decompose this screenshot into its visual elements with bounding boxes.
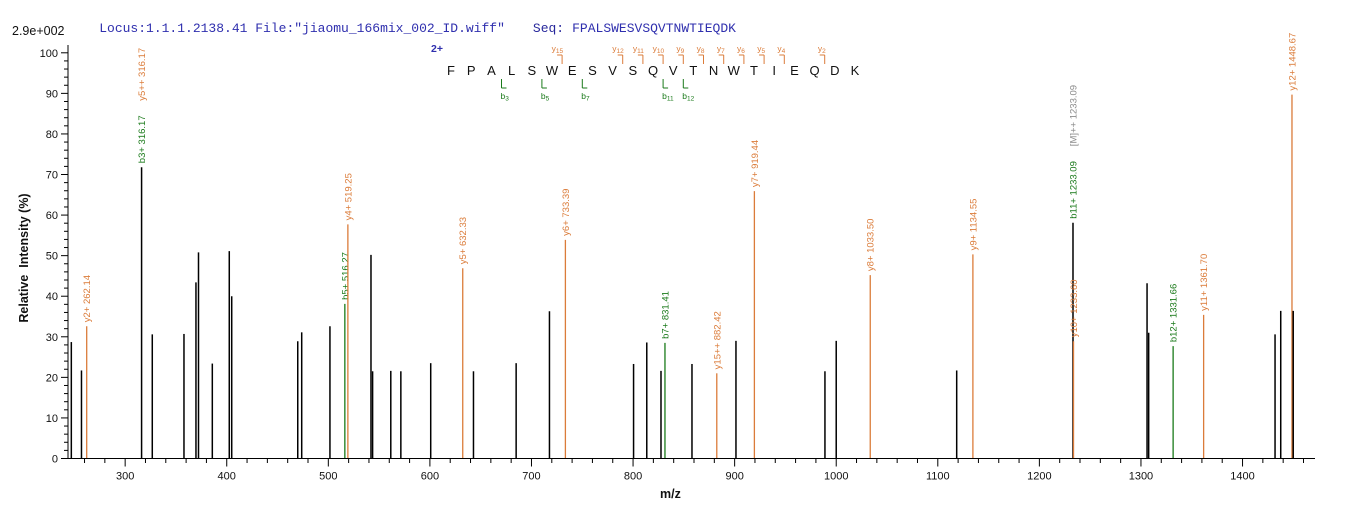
y-tick-label: 70 [46,170,58,182]
sequence-residue: V [608,63,617,78]
y-tick-label: 20 [46,372,58,384]
y-ion-flag-label: y5 [757,44,765,56]
max-intensity-label: 2.9e+002 [12,24,65,38]
b-ion-flag-label: b5 [541,91,550,103]
y-ion-flag-label: y9 [676,44,684,56]
y-ion-flag-label: y10 [653,44,665,56]
peak-label: y10+ 1233.60 [1069,279,1080,337]
peak-label: b7+ 831.41 [660,291,671,339]
sequence-residue: L [508,63,515,78]
peak-label: y12+ 1448.67 [1287,33,1298,91]
sequence-residue: W [546,63,559,78]
peak-label: y2+ 262.14 [82,275,93,322]
peak-label: y15++ 882.42 [712,311,723,369]
b-ion-flag-label: b3 [501,91,510,103]
y-tick-label: 40 [46,291,58,303]
x-tick-label: 800 [624,471,642,483]
peak-label: y5+ 632.33 [458,217,469,264]
y-ion-flag-label: y15 [552,44,564,56]
peak-label: y11+ 1361.70 [1199,254,1210,311]
y-tick-label: 0 [52,454,58,466]
y-ion-flag-label: y4 [777,44,785,56]
sequence-residue: T [689,63,697,78]
b-ion-flag-label: b7 [581,91,590,103]
peak-label: y7+ 919.44 [750,140,761,187]
peak-label: b12+ 1331.66 [1169,284,1180,342]
peak-label: y8+ 1033.50 [866,219,877,272]
y-tick-label: 80 [46,129,58,141]
sequence-residue: Q [648,63,658,78]
sequence-residue: T [750,63,758,78]
peak-label: b5+ 516.27 [340,252,351,300]
sequence-residue: E [568,63,577,78]
header-bar: Locus:1.1.1.2138.41 File:"jiaomu_166mix_… [68,6,736,51]
sequence-residue: Q [810,63,820,78]
peak-label: b3+ 316.17 [137,115,148,163]
y-ion-flag-label: y2 [818,44,826,56]
peak-label: b11+ 1233.09 [1068,161,1079,219]
sequence-residue: S [527,63,536,78]
seq-label: Seq: [532,21,565,36]
b-ion-flag-label: b11 [662,91,674,103]
x-tick-label: 1100 [926,471,950,483]
y-tick-label: 60 [46,210,58,222]
y-ion-flag-label: y7 [717,44,725,56]
sequence-residue: V [669,63,678,78]
sequence-residue: A [487,63,496,78]
sequence-residue: S [588,63,597,78]
x-tick-label: 600 [421,471,439,483]
peptide-sequence-text: FPALSWESVSQVTNWTIEQDK [572,21,736,36]
sequence-residue: N [709,63,718,78]
y-ion-flag-label: y6 [737,44,745,56]
precursor-charge-label: 2+ [431,43,443,55]
x-tick-label: 1200 [1027,471,1051,483]
y-tick-label: 10 [46,413,58,425]
x-axis-title: m/z [660,487,681,501]
sequence-residue: W [728,63,741,78]
sequence-residue: E [790,63,799,78]
y-tick-label: 90 [46,88,58,100]
x-tick-label: 1000 [824,471,848,483]
sequence-residue: P [467,63,476,78]
locus-file-text: Locus:1.1.1.2138.41 File:"jiaomu_166mix_… [99,21,505,36]
y-tick-label: 30 [46,332,58,344]
x-tick-label: 1400 [1230,471,1254,483]
peak-label: y9+ 1134.55 [968,199,979,251]
x-tick-label: 900 [725,471,743,483]
y-tick-label: 50 [46,251,58,263]
sequence-residue: I [772,63,776,78]
sequence-residue: F [447,63,455,78]
peak-label: y4+ 519.25 [343,173,354,220]
x-tick-label: 300 [116,471,134,483]
y-tick-label: 100 [40,48,58,60]
y-ion-flag-label: y11 [633,44,644,56]
peak-label: [M]++ 1233.09 [1068,85,1079,146]
sequence-residue: S [628,63,637,78]
peak-label: y5++ 316.17 [137,48,148,101]
x-tick-label: 1300 [1129,471,1153,483]
peak-label: y6+ 733.39 [561,189,572,236]
b-ion-flag-label: b12 [682,91,694,103]
sequence-residue: D [830,63,839,78]
x-tick-label: 500 [319,471,337,483]
y-ion-flag-label: y8 [697,44,705,56]
sequence-residue: K [851,63,860,78]
y-ion-flag-label: y12 [612,44,624,56]
x-tick-label: 400 [218,471,236,483]
x-tick-label: 700 [522,471,540,483]
